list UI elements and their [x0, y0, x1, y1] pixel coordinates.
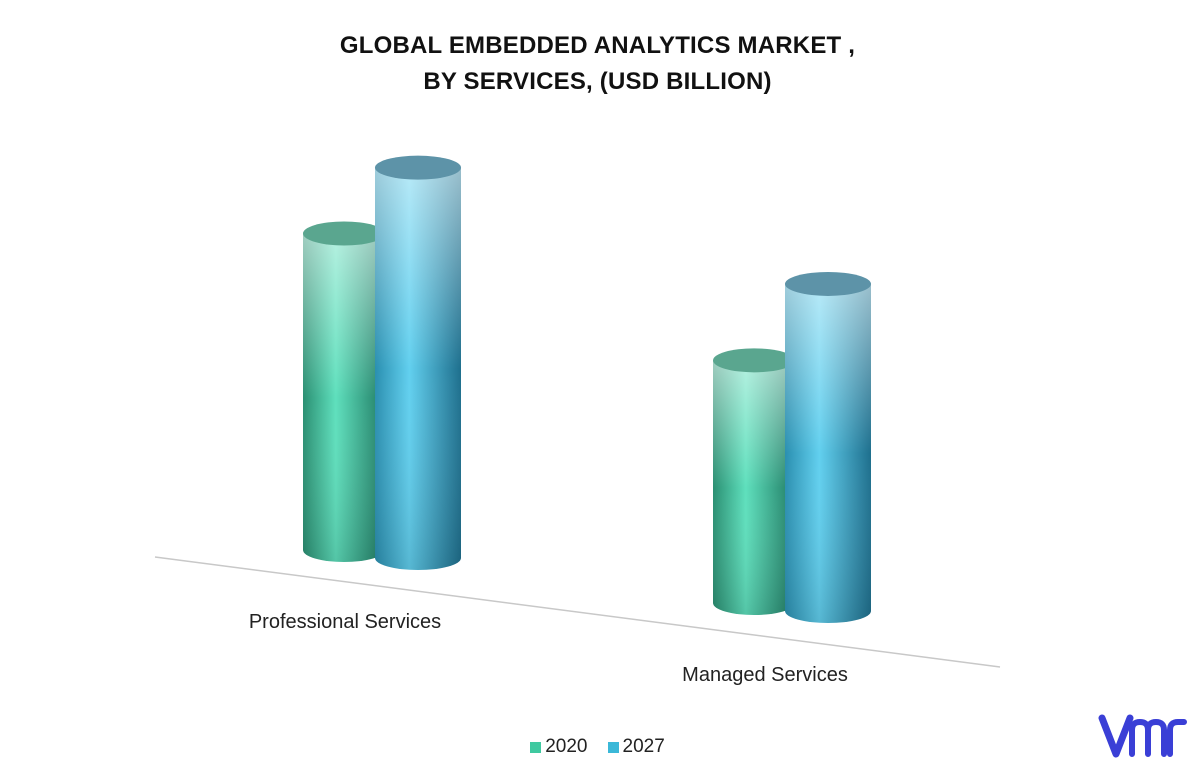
category-label-1: Managed Services — [682, 664, 848, 686]
vmr-logo-icon — [1098, 714, 1187, 758]
legend-label-2020: 2020 — [545, 736, 588, 757]
x-axis-line — [154, 556, 1001, 668]
bar-2027-managed-services — [785, 271, 871, 623]
legend: 2020 2027 — [0, 736, 1195, 758]
category-label-0: Professional Services — [249, 611, 441, 633]
chart-title-line-1: GLOBAL EMBEDDED ANALYTICS MARKET , — [339, 32, 856, 59]
legend-label-2027: 2027 — [622, 736, 665, 757]
legend-swatch-2027 — [607, 741, 619, 753]
legend-swatch-2020 — [530, 741, 542, 753]
bar-2020-professional-services — [303, 221, 385, 562]
chart-title-line-2: BY SERVICES, (USD BILLION) — [423, 68, 772, 95]
bar-2020-managed-services — [713, 348, 795, 615]
legend-item-2027: 2027 — [607, 736, 665, 758]
legend-item-2020: 2020 — [530, 736, 588, 758]
bar-2027-professional-services — [375, 155, 461, 570]
chart-title: GLOBAL EMBEDDED ANALYTICS MARKET , BY SE… — [0, 28, 1195, 100]
